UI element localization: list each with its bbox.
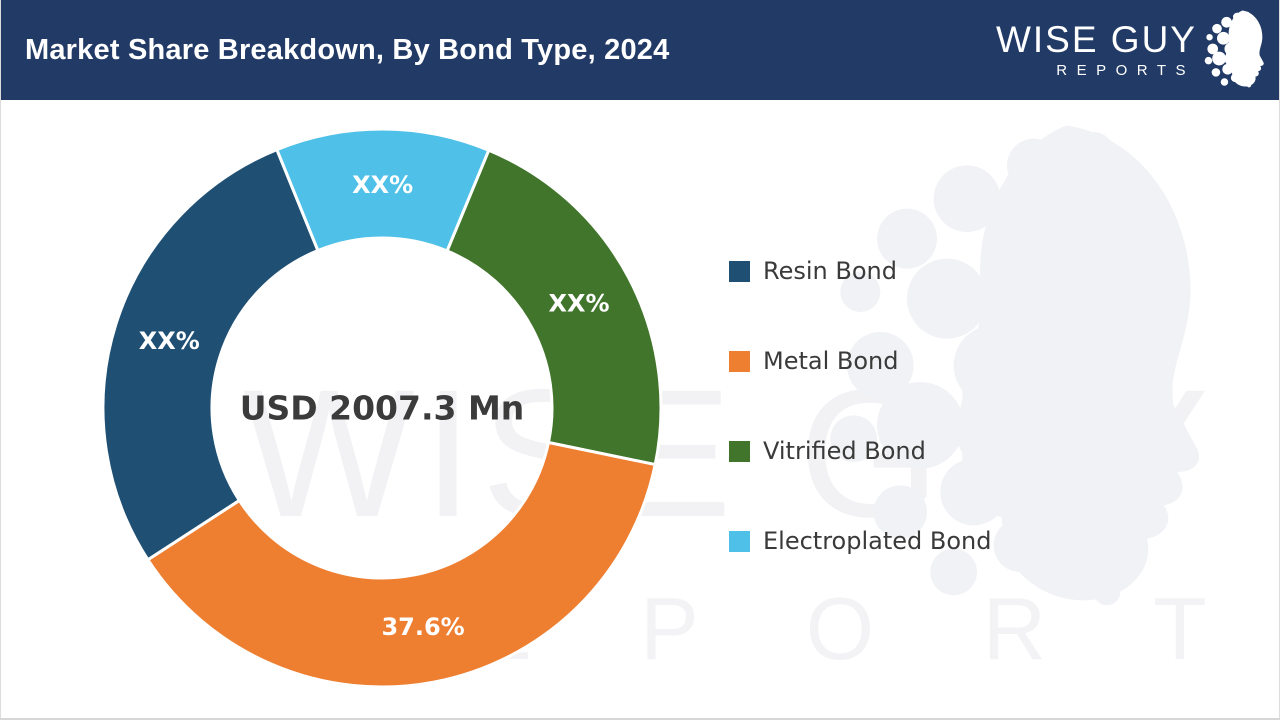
legend: Resin Bond Metal Bond Vitrified Bond Ele… (729, 246, 991, 606)
page-title: Market Share Breakdown, By Bond Type, 20… (25, 33, 670, 66)
legend-item-resin-bond: Resin Bond (729, 246, 991, 296)
chart-center-value: USD 2007.3 Mn (240, 389, 525, 428)
legend-label: Resin Bond (763, 257, 897, 285)
legend-swatch (729, 530, 750, 552)
logo-text: WISE GUY REPORTS (995, 19, 1197, 79)
logo-face-icon (1204, 10, 1264, 88)
legend-item-vitrified-bond: Vitrified Bond (729, 426, 991, 476)
donut-segment-resin-bond (101, 148, 320, 562)
logo-subtitle: REPORTS (1056, 61, 1195, 79)
donut-chart: XX% 37.6% XX% XX% USD 2007.3 Mn (101, 127, 663, 689)
slice-label-vitrified-bond: XX% (549, 290, 610, 318)
wiseguy-logo: WISE GUY REPORTS (996, 4, 1265, 96)
legend-swatch (729, 260, 750, 282)
legend-swatch (729, 440, 750, 462)
donut-segment-metal-bond (146, 440, 657, 689)
legend-item-electroplated-bond: Electroplated Bond (729, 516, 991, 566)
header: Market Share Breakdown, By Bond Type, 20… (1, 0, 1279, 100)
slice-label-metal-bond: 37.6% (381, 613, 464, 641)
logo-wordmark: WISE GUY (995, 19, 1197, 61)
legend-label: Vitrified Bond (763, 437, 926, 465)
legend-swatch (729, 350, 750, 372)
donut-segment-vitrified-bond (445, 148, 663, 467)
legend-item-metal-bond: Metal Bond (729, 336, 991, 386)
legend-label: Metal Bond (763, 347, 899, 375)
donut-segment-electroplated-bond (275, 127, 491, 253)
slice-label-electroplated-bond: XX% (352, 171, 413, 199)
chart-area: WISE GUY R E P O R T S XX%37.6%XX%XX%USD… (1, 100, 1279, 718)
slice-label-resin-bond: XX% (139, 327, 200, 355)
legend-label: Electroplated Bond (763, 527, 992, 555)
